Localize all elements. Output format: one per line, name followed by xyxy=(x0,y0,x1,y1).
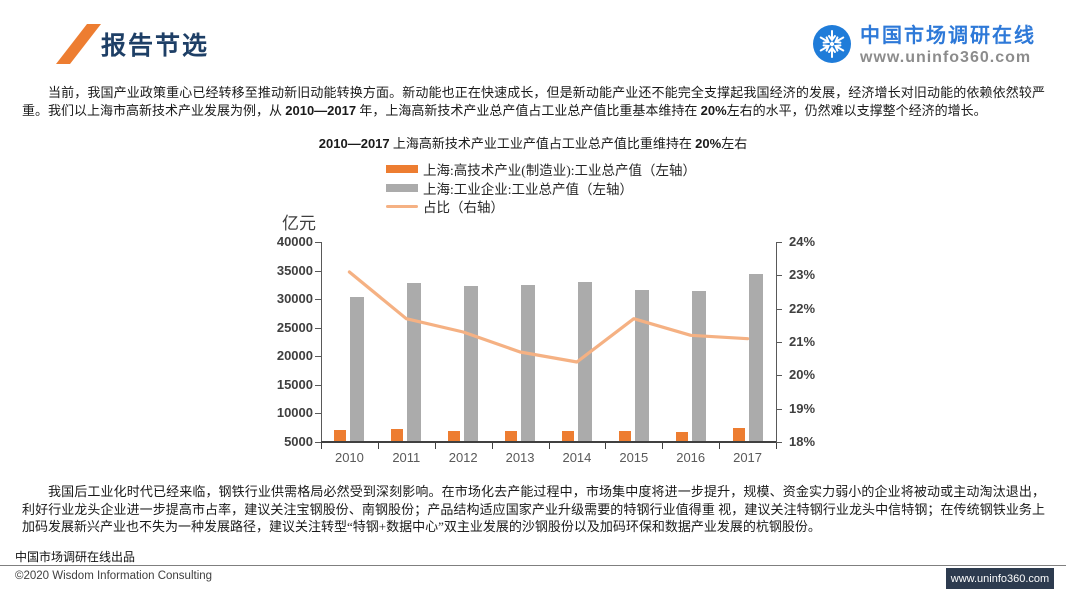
secondary-y-tick xyxy=(776,308,782,310)
bar-hightech xyxy=(561,431,574,441)
bold-year-range: 2010—2017 xyxy=(285,102,357,118)
secondary-y-tick-label: 24% xyxy=(789,234,816,249)
secondary-y-tick xyxy=(776,242,782,243)
y-axis-tick-label: 30000 xyxy=(276,291,313,307)
bar-hightech xyxy=(391,429,404,441)
x-axis-line xyxy=(321,441,776,443)
y-axis-tick-label: 25000 xyxy=(276,319,313,335)
y-axis-tick xyxy=(315,442,321,443)
bar-hightech xyxy=(675,431,688,441)
bar-hightech xyxy=(618,430,631,441)
bar-industry xyxy=(464,286,479,441)
bar-hightech xyxy=(334,429,347,441)
y-axis-tick xyxy=(315,413,321,415)
footer-divider xyxy=(0,565,1066,566)
x-axis-tick xyxy=(321,443,322,449)
x-axis-tick xyxy=(434,443,436,449)
x-axis-tick xyxy=(662,443,664,449)
bar-industry xyxy=(350,297,365,441)
x-tick-label: 2010 xyxy=(334,450,364,465)
brand-logo: 中国市场调研在线 www.uninfo360.com xyxy=(812,24,1036,67)
left-y-axis-line xyxy=(321,242,322,442)
y-axis-tick xyxy=(315,327,321,329)
x-axis-tick xyxy=(776,443,777,449)
secondary-y-tick-label: 22% xyxy=(789,300,816,316)
secondary-y-tick xyxy=(776,442,782,443)
compass-icon xyxy=(813,25,851,63)
legend-swatch-gray xyxy=(386,183,418,192)
bar-industry xyxy=(634,289,649,441)
secondary-y-tick-label: 21% xyxy=(789,334,816,349)
x-tick-label: 2017 xyxy=(733,450,763,465)
x-axis-tick xyxy=(605,443,607,449)
brand-name: 中国市场调研在线 xyxy=(860,25,1036,47)
bar-industry xyxy=(521,285,536,441)
paragraph-conclusion: 我国后工业化时代已经来临，钢铁行业供需格局必然受到深刻影响。在市场化去产能过程中… xyxy=(22,484,1045,534)
legend-swatch-line xyxy=(386,204,418,208)
y-axis-tick-label: 15000 xyxy=(276,376,313,392)
y-axis-tick-label: 40000 xyxy=(276,234,313,249)
secondary-y-tick-label: 23% xyxy=(789,267,816,283)
footer-producer: 中国市场调研在线出品 xyxy=(15,550,136,564)
ratio-line xyxy=(347,270,750,364)
bold-percent: 20% xyxy=(700,102,727,118)
chart-legend: 上海:高技术产业(制造业):工业总产值（左轴） 上海:工业企业:工业总产值（左轴… xyxy=(386,160,696,216)
secondary-y-tick-label: 18% xyxy=(789,434,816,449)
x-axis-tick xyxy=(719,443,721,449)
secondary-y-tick xyxy=(776,408,782,410)
footer-copyright: ©2020 Wisdom Information Consulting xyxy=(15,570,213,582)
legend-label: 占比（右轴） xyxy=(423,200,504,216)
bar-hightech xyxy=(732,428,745,441)
y-axis-tick xyxy=(315,384,321,386)
chart-plot: 2010 2011 2012 2013 2014 2015 2016 2017 40000 350… xyxy=(277,234,815,465)
y-axis-tick-label: 5000 xyxy=(284,434,313,449)
legend-item-ratio: 占比（右轴） xyxy=(386,197,696,216)
y-axis-tick xyxy=(315,270,321,272)
legend-label: 上海:工业企业:工业总产值（左轴） xyxy=(423,181,634,197)
secondary-y-tick xyxy=(776,375,782,377)
legend-swatch-orange xyxy=(386,165,418,174)
paragraph-intro: 当前，我国产业政策重心已经转移至推动新旧动能转换方面。新动能也正在快速成长，但是… xyxy=(22,85,1045,118)
y-axis-tick-label: 10000 xyxy=(276,405,313,421)
y-axis-tick-label: 20000 xyxy=(276,348,313,364)
y-axis-unit-label: 亿元 xyxy=(282,214,316,233)
x-tick-label: 2012 xyxy=(448,450,478,465)
legend-label: 上海:高技术产业(制造业):工业总产值（左轴） xyxy=(423,163,696,179)
x-tick-label: 2016 xyxy=(676,450,706,465)
secondary-y-tick-label: 20% xyxy=(789,367,816,383)
bar-industry xyxy=(748,273,763,441)
page-title: 报告节选 xyxy=(101,32,210,60)
y-axis-tick xyxy=(315,356,321,358)
secondary-y-tick-label: 19% xyxy=(789,400,816,416)
secondary-y-tick xyxy=(776,342,782,343)
bar-hightech xyxy=(505,431,518,441)
x-tick-label: 2014 xyxy=(562,450,592,465)
bar-industry xyxy=(691,290,706,441)
x-tick-label: 2013 xyxy=(505,450,535,465)
y-axis-tick-label: 35000 xyxy=(276,262,313,278)
x-axis-tick xyxy=(548,443,550,449)
bar-hightech xyxy=(448,430,461,441)
footer-url-badge: www.uninfo360.com xyxy=(946,568,1054,589)
bar-industry xyxy=(577,281,592,441)
x-axis-tick xyxy=(377,443,379,449)
legend-item-hightech: 上海:高技术产业(制造业):工业总产值（左轴） xyxy=(386,160,696,179)
chart-title: 2010—2017 上海高新技术产业工业产值占工业总产值比重维持在 20%左右 xyxy=(318,136,748,151)
paragraph-intro-text: 当前，我国产业政策重心已经转移至推动新旧动能转换方面。新动能也正在快速成长，但是… xyxy=(22,85,1045,118)
y-axis-tick xyxy=(315,242,321,243)
secondary-y-tick xyxy=(776,275,782,277)
x-tick-label: 2015 xyxy=(619,450,649,465)
x-axis-tick xyxy=(491,443,493,449)
slash-icon xyxy=(56,24,101,64)
x-tick-label: 2011 xyxy=(392,450,421,465)
brand-url: www.uninfo360.com xyxy=(860,49,1032,66)
y-axis-tick xyxy=(315,299,321,301)
legend-item-industry: 上海:工业企业:工业总产值（左轴） xyxy=(386,179,696,198)
